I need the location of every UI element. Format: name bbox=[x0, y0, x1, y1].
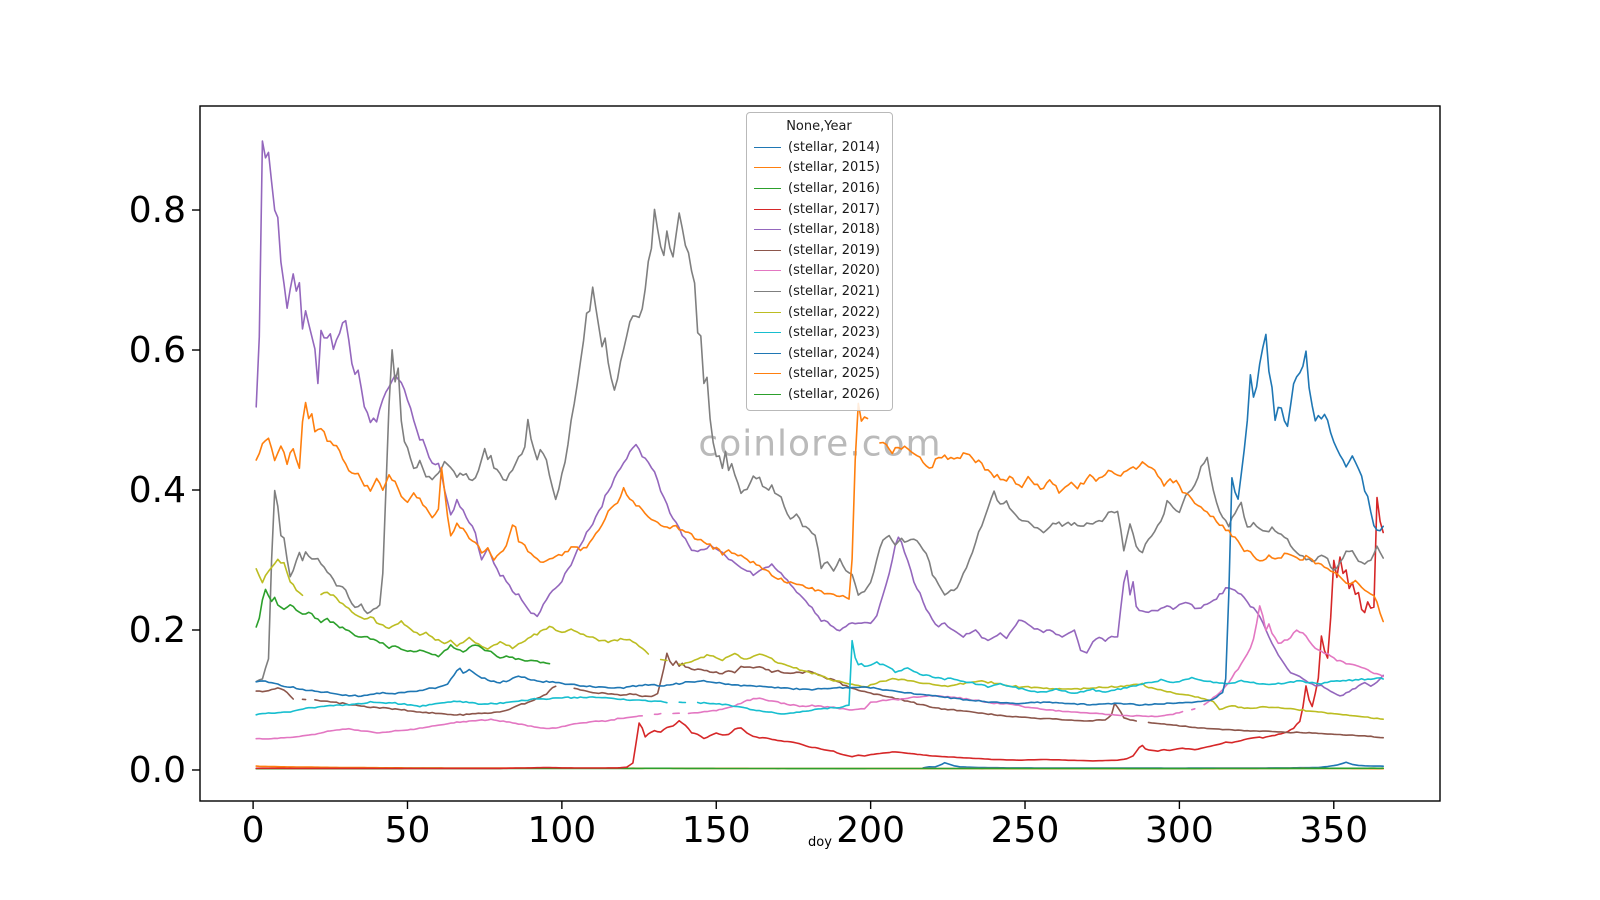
series-line-2023 bbox=[255, 639, 1384, 716]
legend-line-sample bbox=[754, 311, 781, 313]
legend-label: (stellar, 2026) bbox=[788, 386, 880, 402]
legend-label: (stellar, 2020) bbox=[788, 263, 880, 279]
legend-label: (stellar, 2024) bbox=[788, 345, 880, 361]
legend-line-sample bbox=[754, 229, 781, 231]
series-line-2014 bbox=[922, 761, 1384, 769]
x-tick-label: 50 bbox=[385, 810, 431, 851]
legend-title: None,Year bbox=[786, 119, 852, 134]
series-line-2022 bbox=[255, 558, 1384, 720]
legend-entry-2014: (stellar, 2014) bbox=[752, 137, 886, 158]
legend-line-sample bbox=[754, 146, 781, 148]
x-tick-label: 0 bbox=[242, 810, 265, 851]
x-tick-label: 100 bbox=[528, 810, 597, 851]
legend-line-sample bbox=[754, 290, 781, 292]
legend-line-sample bbox=[754, 393, 781, 395]
watermark: coinlore.com bbox=[698, 423, 942, 465]
legend-label: (stellar, 2021) bbox=[788, 283, 880, 299]
plot-series bbox=[255, 140, 1384, 770]
series-line-2025 bbox=[255, 401, 1384, 623]
legend-label: (stellar, 2018) bbox=[788, 222, 880, 238]
legend-entry-2022: (stellar, 2022) bbox=[752, 302, 886, 323]
x-tick-label: 300 bbox=[1145, 810, 1214, 851]
x-tick-label: 250 bbox=[991, 810, 1060, 851]
legend-label: (stellar, 2015) bbox=[788, 160, 880, 176]
series-line-2017 bbox=[255, 496, 1384, 770]
x-tick-label: 150 bbox=[682, 810, 751, 851]
legend-line-sample bbox=[754, 249, 781, 251]
y-tick-label: 0.2 bbox=[129, 610, 186, 651]
legend-entry-2016: (stellar, 2016) bbox=[752, 178, 886, 199]
series-line-2026 bbox=[255, 588, 551, 665]
y-tick-label: 0.0 bbox=[129, 750, 186, 791]
legend-label: (stellar, 2022) bbox=[788, 304, 880, 320]
y-tick-label: 0.6 bbox=[129, 330, 186, 371]
legend-label: (stellar, 2014) bbox=[788, 139, 880, 155]
legend-entry-2021: (stellar, 2021) bbox=[752, 281, 886, 302]
series-line-2024 bbox=[255, 333, 1384, 707]
legend-entry-2017: (stellar, 2017) bbox=[752, 199, 886, 220]
legend-entry-2024: (stellar, 2024) bbox=[752, 343, 886, 364]
y-tick-label: 0.8 bbox=[129, 190, 186, 231]
legend-entry-2026: (stellar, 2026) bbox=[752, 384, 886, 405]
axes-frame bbox=[199, 105, 1441, 802]
x-tick-label: 350 bbox=[1299, 810, 1368, 851]
legend-entry-2025: (stellar, 2025) bbox=[752, 364, 886, 385]
y-tick-label: 0.4 bbox=[129, 470, 186, 511]
x-axis-ticks: 0 50 100 150 200 250 300 350 bbox=[242, 801, 1368, 851]
legend-line-sample bbox=[754, 187, 781, 189]
legend-line-sample bbox=[754, 270, 781, 272]
legend-entry-2018: (stellar, 2018) bbox=[752, 219, 886, 240]
series-line-2019 bbox=[255, 652, 1384, 739]
legend-label: (stellar, 2017) bbox=[788, 201, 880, 217]
legend-line-sample bbox=[754, 208, 781, 210]
legend-entry-2020: (stellar, 2020) bbox=[752, 261, 886, 282]
legend-box: None,Year (stellar, 2014) (stellar, 2015)… bbox=[746, 112, 893, 411]
legend-label: (stellar, 2019) bbox=[788, 242, 880, 258]
legend-line-sample bbox=[754, 167, 781, 169]
legend-line-sample bbox=[754, 332, 781, 334]
legend-entry-2015: (stellar, 2015) bbox=[752, 158, 886, 179]
legend-label: (stellar, 2023) bbox=[788, 325, 880, 341]
legend-label: (stellar, 2025) bbox=[788, 366, 880, 382]
series-line-2021 bbox=[255, 208, 1384, 683]
x-tick-label: 200 bbox=[836, 810, 905, 851]
x-axis-label: doy bbox=[808, 835, 832, 850]
legend-entry-2023: (stellar, 2023) bbox=[752, 322, 886, 343]
legend-line-sample bbox=[754, 352, 781, 354]
legend-entry-2019: (stellar, 2019) bbox=[752, 240, 886, 261]
legend-entries: (stellar, 2014) (stellar, 2015) (stellar, … bbox=[752, 137, 886, 405]
legend-label: (stellar, 2016) bbox=[788, 180, 880, 196]
series-line-2020 bbox=[255, 605, 1384, 740]
y-axis-ticks: 0.0 0.2 0.4 0.6 0.8 bbox=[129, 190, 200, 791]
legend-line-sample bbox=[754, 373, 781, 375]
